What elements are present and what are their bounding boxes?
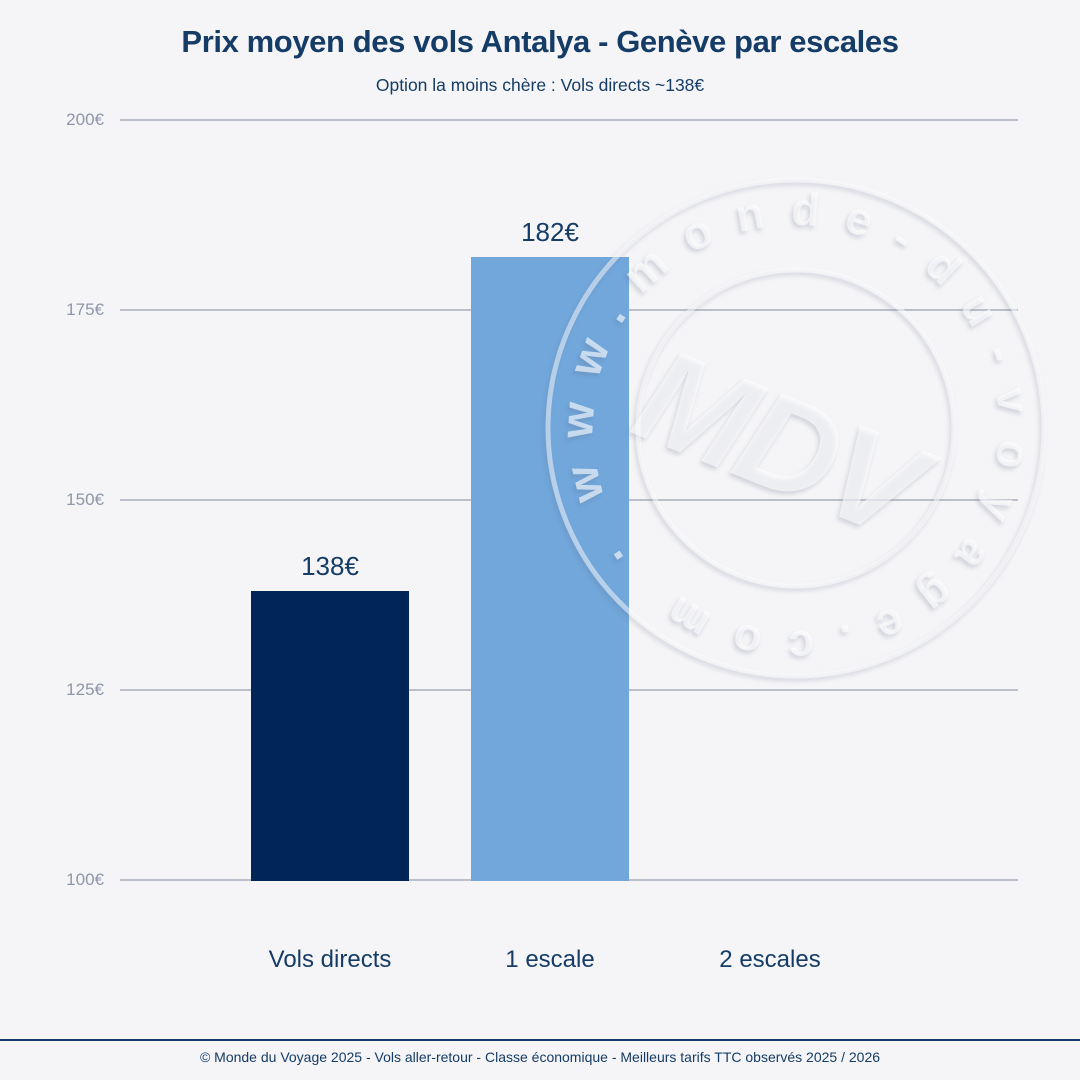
chart-subtitle: Option la moins chère : Vols directs ~13… [375, 75, 705, 95]
y-tick-label-100: 100€ [66, 870, 104, 889]
bar-vols-directs [251, 591, 409, 881]
x-axis-label-1-escale: 1 escale [505, 946, 595, 973]
y-tick-label-125: 125€ [66, 680, 104, 699]
gridline-200 [120, 119, 1018, 121]
bar-value-label-vols-directs: 138€ [301, 551, 359, 582]
footer-credit: © Monde du Voyage 2025 - Vols aller-reto… [199, 1049, 881, 1065]
bar-1-escale [471, 256, 629, 881]
y-tick-label-200: 200€ [66, 110, 104, 129]
x-axis-label-2-escales: 2 escales [719, 946, 821, 973]
bar-value-label-1-escale: 182€ [521, 216, 579, 247]
chart-title: Prix moyen des vols Antalya - Genève par… [181, 24, 899, 59]
y-tick-label-175: 175€ [66, 300, 104, 319]
y-tick-label-150: 150€ [66, 490, 104, 509]
footer-divider [0, 1039, 1080, 1041]
x-axis-label-vols-directs: Vols directs [268, 946, 392, 973]
